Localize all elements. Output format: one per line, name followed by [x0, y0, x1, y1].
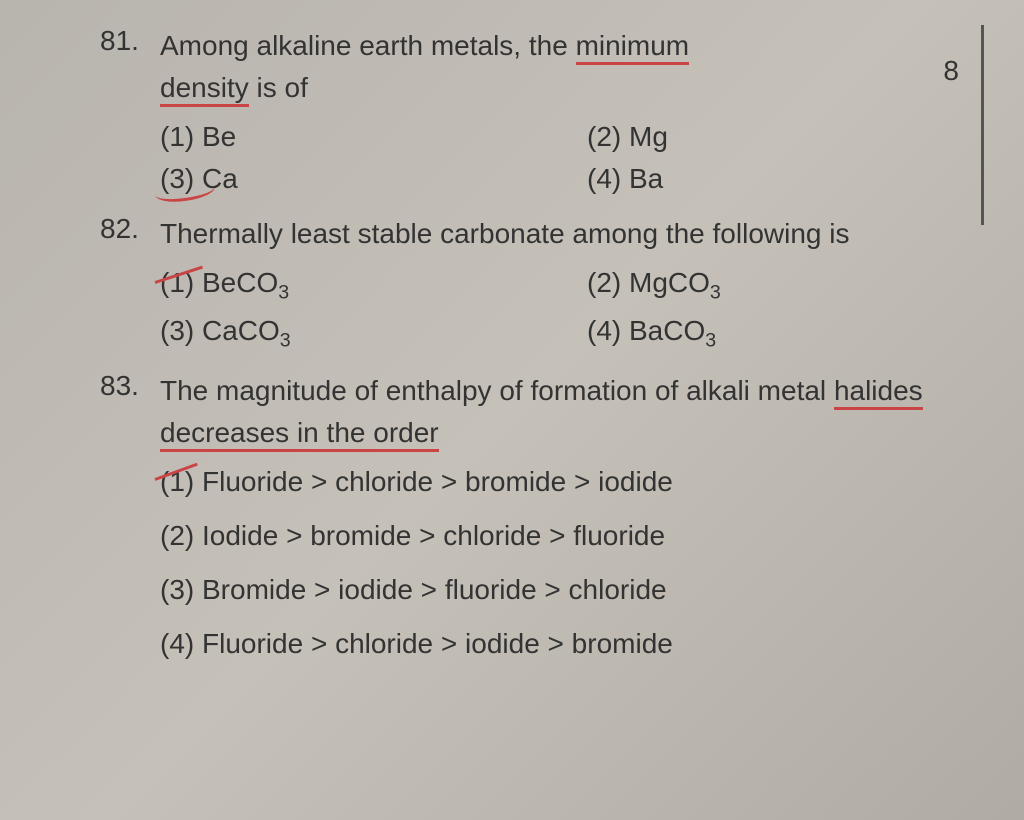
- question-82: 82. Thermally least stable carbonate amo…: [100, 213, 974, 352]
- subscript: 3: [705, 329, 716, 351]
- option-83-3: (3) Bromide > iodide > fluoride > chlori…: [160, 574, 974, 606]
- option-label: (1) BeCO: [160, 267, 278, 298]
- option-81-2: (2) Mg: [587, 121, 974, 153]
- option-81-1: (1) Be: [160, 121, 547, 153]
- option-82-1: (1) BeCO3: [160, 267, 547, 305]
- question-text: Thermally least stable carbonate among t…: [160, 213, 974, 255]
- option-83-4: (4) Fluoride > chloride > iodide > bromi…: [160, 628, 974, 660]
- text-prefix: Thermally least stable carbonate among t…: [160, 218, 849, 249]
- question-81: 81. Among alkaline earth metals, the min…: [100, 25, 974, 195]
- option-label: (4) BaCO: [587, 315, 705, 346]
- right-margin-number: 8: [943, 55, 959, 87]
- options-grid: (1) Be (2) Mg (3) Ca (4) Ba: [160, 121, 974, 195]
- text-prefix: The magnitude of enthalpy of formation o…: [160, 375, 834, 406]
- question-header: 83. The magnitude of enthalpy of formati…: [100, 370, 974, 454]
- text-prefix: Among alkaline earth metals, the: [160, 30, 576, 61]
- option-81-3: (3) Ca: [160, 163, 547, 195]
- question-header: 82. Thermally least stable carbonate amo…: [100, 213, 974, 255]
- option-82-3: (3) CaCO3: [160, 315, 547, 353]
- question-text: Among alkaline earth metals, the minimum…: [160, 25, 974, 109]
- question-number: 83.: [100, 370, 160, 402]
- question-text: The magnitude of enthalpy of formation o…: [160, 370, 974, 454]
- options-list: (1) Fluoride > chloride > bromide > iodi…: [160, 466, 974, 660]
- question-header: 81. Among alkaline earth metals, the min…: [100, 25, 974, 109]
- question-83: 83. The magnitude of enthalpy of formati…: [100, 370, 974, 660]
- option-83-2: (2) Iodide > bromide > chloride > fluori…: [160, 520, 974, 552]
- option-label: (3) CaCO: [160, 315, 280, 346]
- option-82-4: (4) BaCO3: [587, 315, 974, 353]
- option-82-2: (2) MgCO3: [587, 267, 974, 305]
- subscript: 3: [278, 282, 289, 304]
- right-divider: [981, 25, 984, 225]
- option-label: (1) Fluoride > chloride > bromide > iodi…: [160, 466, 673, 497]
- option-81-4: (4) Ba: [587, 163, 974, 195]
- subscript: 3: [280, 329, 291, 351]
- option-label: (2) MgCO: [587, 267, 710, 298]
- subscript: 3: [710, 282, 721, 304]
- options-grid: (1) BeCO3 (2) MgCO3 (3) CaCO3 (4) BaCO3: [160, 267, 974, 352]
- text-underlined-density: density: [160, 72, 249, 107]
- text-suffix: is of: [249, 72, 308, 103]
- question-number: 81.: [100, 25, 160, 57]
- text-underlined-minimum: minimum: [576, 30, 690, 65]
- question-number: 82.: [100, 213, 160, 245]
- page-container: 8 81. Among alkaline earth metals, the m…: [100, 25, 974, 660]
- option-83-1: (1) Fluoride > chloride > bromide > iodi…: [160, 466, 974, 498]
